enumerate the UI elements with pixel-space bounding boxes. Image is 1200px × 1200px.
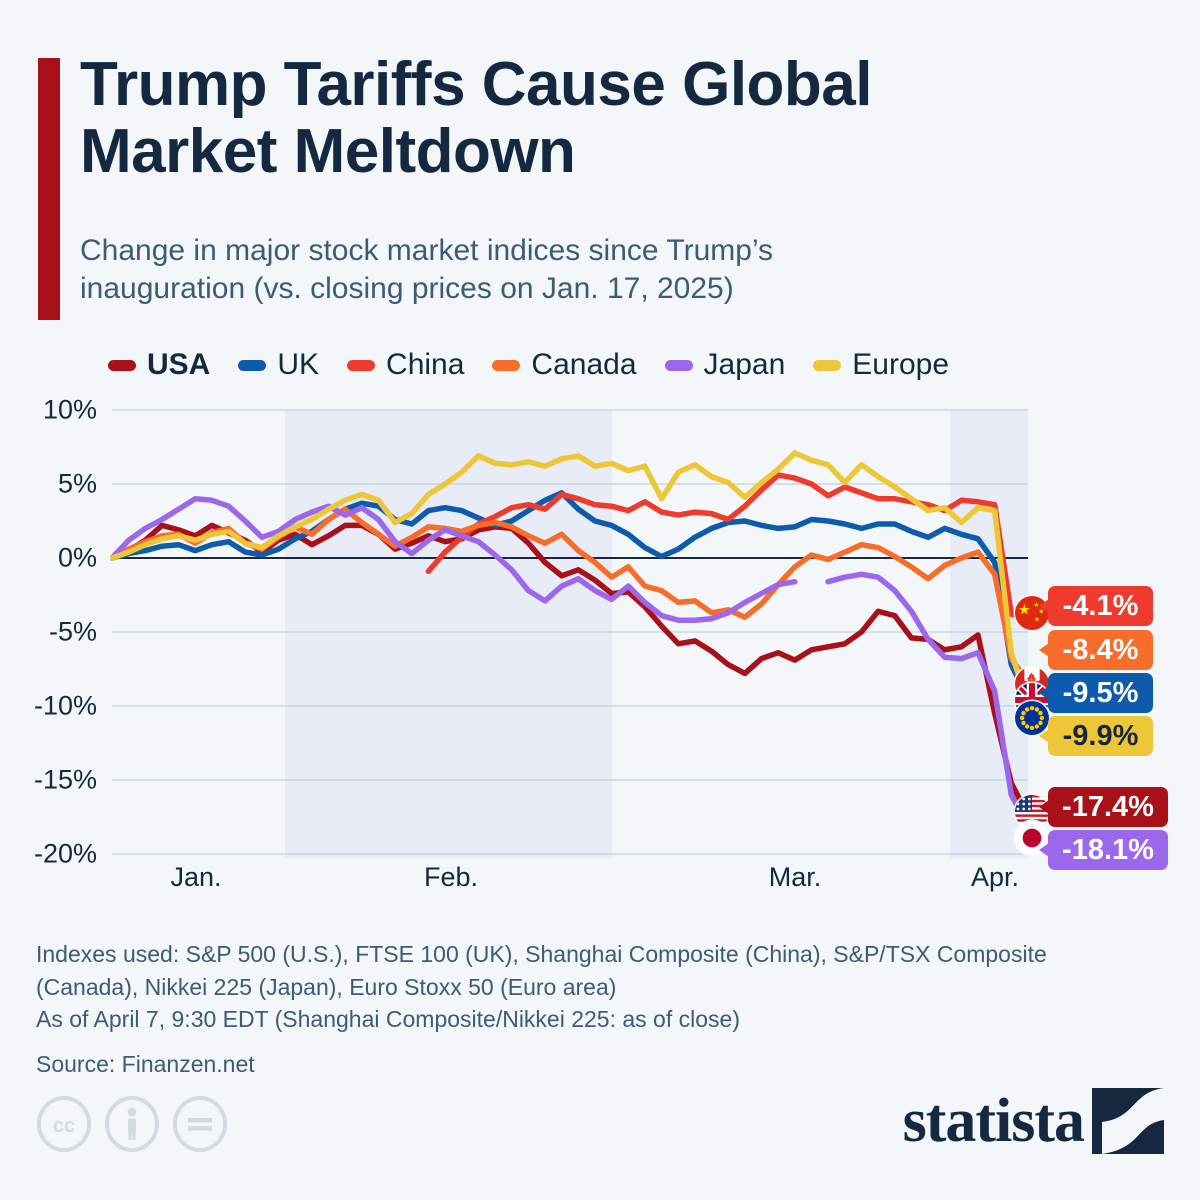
- end-value-text: -9.5%: [1062, 676, 1139, 709]
- x-axis-tick-label: Mar.: [768, 862, 822, 892]
- end-value-label-china: -4.1%: [1039, 586, 1153, 626]
- legend-swatch-europe: [813, 359, 842, 371]
- statista-mark-icon: [1092, 1088, 1164, 1154]
- end-value-text: -17.4%: [1062, 790, 1154, 823]
- end-value-text: -4.1%: [1062, 589, 1139, 622]
- as-of-note: As of April 7, 9:30 EDT (Shanghai Compos…: [36, 1006, 740, 1033]
- svg-text:★: ★: [1034, 616, 1040, 624]
- end-value-text: -18.1%: [1062, 833, 1154, 866]
- legend-item-europe[interactable]: Europe: [813, 348, 949, 382]
- legend-label-japan: Japan: [703, 348, 786, 381]
- series-line-china: [425, 472, 1031, 622]
- series-europe: [110, 450, 1031, 708]
- y-axis-tick-label: 5%: [57, 468, 97, 499]
- y-axis-tick-label: -15%: [33, 764, 97, 795]
- series-japan: [110, 496, 1031, 829]
- y-axis-tick-label: 10%: [42, 394, 97, 425]
- label-tail: [1039, 599, 1049, 613]
- series-line-japan: [110, 496, 798, 623]
- end-value-text: -8.4%: [1062, 633, 1139, 666]
- series-line-japan: [825, 571, 1031, 829]
- label-tail: [1039, 800, 1049, 814]
- end-value-label-canada: -8.4%: [1039, 630, 1153, 670]
- end-value-label-europe: -9.9%: [1039, 716, 1153, 756]
- x-axis-labels: Jan. Feb. Mar. Apr.: [0, 858, 1200, 906]
- series-china: [425, 472, 1031, 622]
- legend-label-europe: Europe: [852, 348, 950, 381]
- cc-icon[interactable]: cc: [36, 1096, 92, 1152]
- legend-item-usa[interactable]: USA: [108, 348, 210, 382]
- chart-area: 10% 5% 0% -5% -10% -15% -20% ★ ★ ★ ★ 🍁: [0, 394, 1200, 896]
- y-axis-tick-label: -20%: [33, 838, 97, 869]
- title-accent-bar: [38, 58, 60, 320]
- legend-item-japan[interactable]: Japan: [664, 348, 786, 382]
- indexes-note-line-1: Indexes used: S&P 500 (U.S.), FTSE 100 (…: [36, 941, 1047, 967]
- statista-wordmark: statista: [902, 1087, 1085, 1155]
- series-line-europe: [110, 450, 1031, 708]
- page-title-line-1: Trump Tariffs Cause Global: [80, 50, 873, 119]
- legend-item-canada[interactable]: Canada: [492, 348, 637, 382]
- page-subtitle: Change in major stock market indices sin…: [80, 232, 1060, 309]
- svg-text:★: ★: [1033, 601, 1039, 609]
- svg-text:cc: cc: [53, 1115, 75, 1137]
- x-axis-tick-label: Jan.: [170, 862, 222, 892]
- end-value-label-japan: -18.1%: [1039, 830, 1168, 870]
- month-shade-band: [950, 410, 1028, 858]
- legend-label-china: China: [386, 348, 465, 381]
- legend-swatch-canada: [492, 359, 521, 371]
- chart-legend: USA UK China Canada Japan Europe: [108, 348, 977, 382]
- x-axis-tick-label: Apr.: [970, 862, 1020, 892]
- cc-by-icon[interactable]: [104, 1096, 160, 1152]
- legend-label-usa: USA: [147, 348, 211, 381]
- legend-item-uk[interactable]: UK: [238, 348, 319, 382]
- series-marker-europe: [1013, 699, 1051, 737]
- page-subtitle-line-1: Change in major stock market indices sin…: [80, 234, 774, 267]
- indexes-note-line-2: (Canada), Nikkei 225 (Japan), Euro Stoxx…: [36, 973, 617, 1000]
- label-tail: [1039, 643, 1049, 657]
- label-tail: [1039, 686, 1049, 700]
- legend-swatch-japan: [664, 359, 693, 371]
- legend-swatch-uk: [238, 359, 267, 371]
- page-title-line-2: Market Meltdown: [80, 116, 576, 186]
- end-value-label-usa: -17.4%: [1039, 787, 1168, 827]
- label-tail: [1039, 843, 1049, 857]
- cc-nd-icon[interactable]: [172, 1096, 228, 1152]
- y-axis-tick-label: -10%: [33, 690, 97, 721]
- statista-logo: statista: [903, 1088, 1164, 1154]
- end-value-text: -9.9%: [1062, 719, 1139, 752]
- legend-label-uk: UK: [277, 348, 320, 381]
- page-subtitle-line-2: inauguration (vs. closing prices on Jan.…: [80, 272, 734, 306]
- line-chart-plot: ★ ★ ★ ★ 🍁: [110, 409, 1051, 858]
- footnotes: Indexes used: S&P 500 (U.S.), FTSE 100 (…: [36, 938, 1166, 1081]
- series-line-uk: [110, 490, 1031, 702]
- page-title: Trump Tariffs Cause Global Market Meltdo…: [80, 50, 1040, 186]
- y-axis-tick-label: 0%: [57, 542, 97, 573]
- y-axis-tick-label: -5%: [48, 616, 97, 647]
- y-axis-labels: 10% 5% 0% -5% -10% -15% -20%: [0, 394, 105, 869]
- svg-text:★: ★: [1018, 603, 1031, 619]
- source-note: Source: Finanzen.net: [36, 1050, 255, 1077]
- legend-label-canada: Canada: [531, 348, 637, 381]
- legend-swatch-china: [347, 359, 376, 371]
- end-value-label-uk: -9.5%: [1039, 673, 1153, 713]
- label-tail: [1039, 729, 1049, 743]
- creative-commons-icons: cc: [36, 1096, 228, 1152]
- legend-swatch-usa: [108, 359, 136, 371]
- series-uk: [110, 490, 1031, 702]
- bottom-bar: cc statista: [0, 1088, 1200, 1180]
- legend-item-china[interactable]: China: [347, 348, 464, 382]
- x-axis-tick-label: Feb.: [423, 862, 479, 892]
